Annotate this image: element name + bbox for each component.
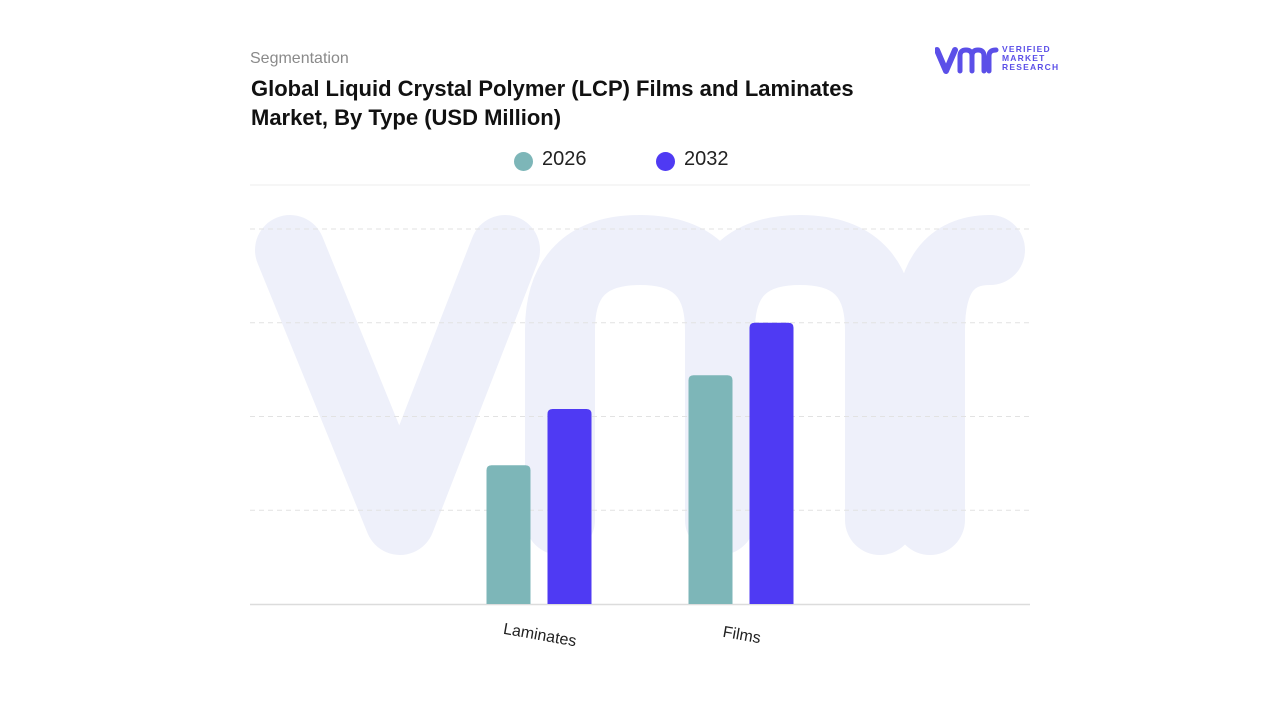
bar-films-2026 xyxy=(688,375,733,604)
logo-line-market: MARKET xyxy=(1002,53,1046,63)
vmr-logo: VERIFIED MARKET RESEARCH xyxy=(934,44,1065,76)
logo-line-research: RESEARCH xyxy=(1002,62,1060,72)
watermark-logo xyxy=(255,215,1025,555)
chart-title: Global Liquid Crystal Polymer (LCP) Film… xyxy=(251,76,854,130)
legend-label-2032: 2032 xyxy=(684,148,729,170)
legend-label-2026: 2026 xyxy=(542,148,587,170)
bar-laminates-2032 xyxy=(547,409,592,604)
bar-films-2032 xyxy=(749,322,794,604)
x-tick-label-laminates: Laminates xyxy=(502,621,578,651)
logo-line-verified: VERIFIED xyxy=(1002,44,1051,54)
bar-laminates-2026 xyxy=(486,465,531,604)
segmentation-label: Segmentation xyxy=(250,50,349,67)
legend-swatch-2026 xyxy=(514,152,533,171)
vmr-logo-icon xyxy=(934,47,999,74)
legend-swatch-2032 xyxy=(656,152,675,171)
logo-wordmark: VERIFIED MARKET RESEARCH xyxy=(1002,45,1059,72)
x-tick-label-films: Films xyxy=(721,624,762,647)
